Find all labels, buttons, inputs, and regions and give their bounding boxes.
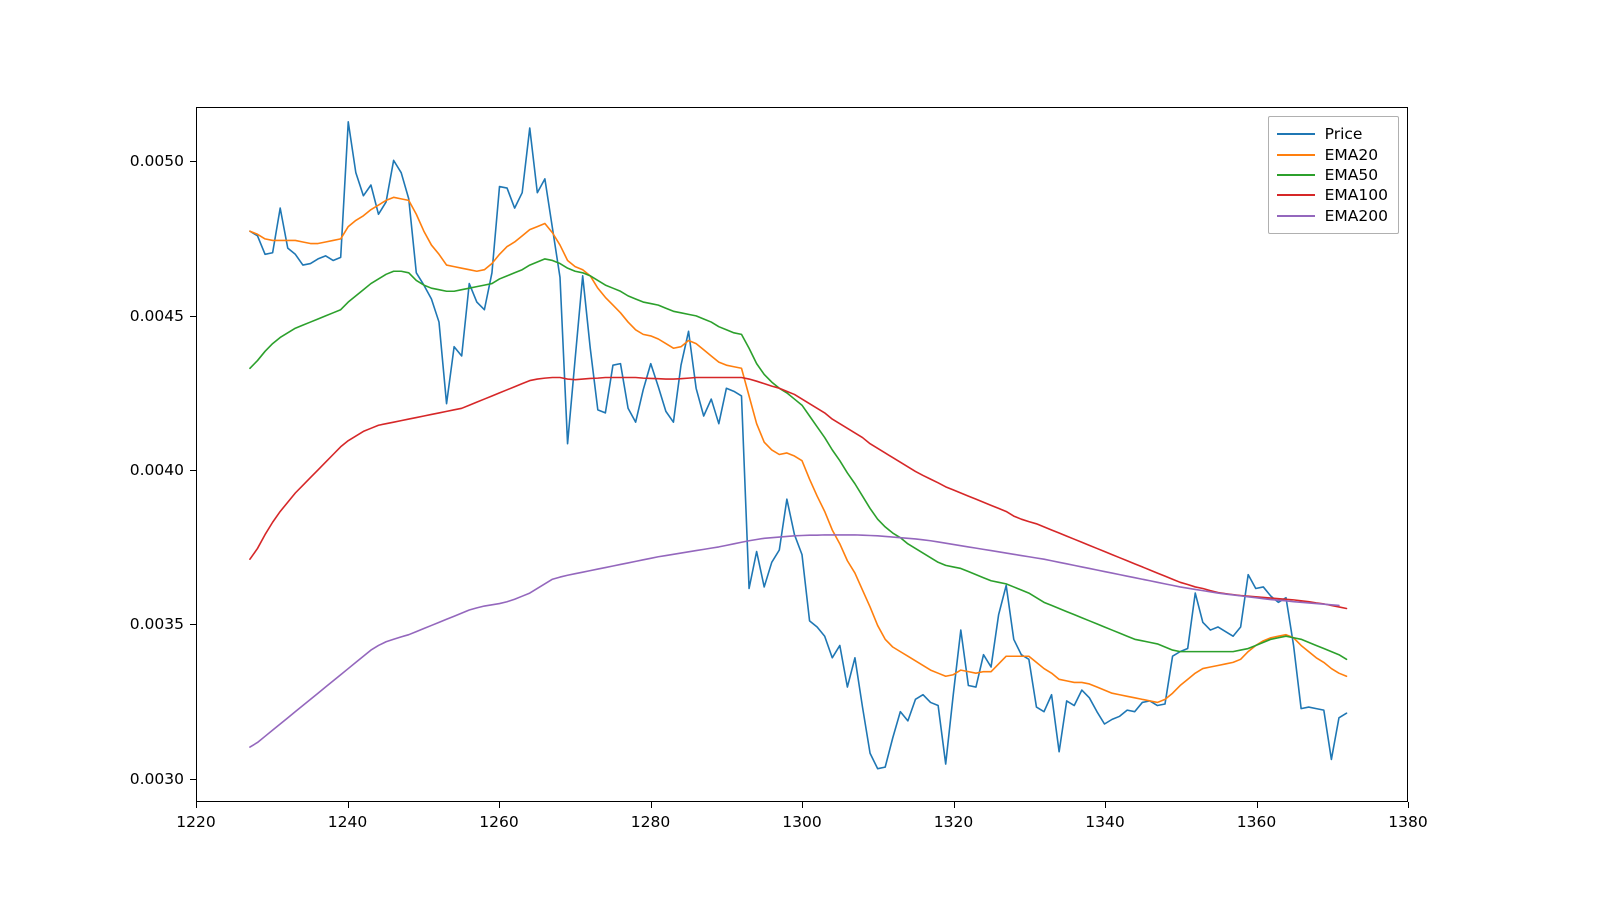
x-tick-label: 1300: [782, 813, 822, 831]
x-tick-label: 1220: [176, 813, 216, 831]
x-tick-mark: [196, 802, 198, 808]
y-tick-label: 0.0040: [129, 460, 184, 479]
legend-item-price[interactable]: Price: [1276, 124, 1388, 144]
legend-label: Price: [1324, 125, 1363, 144]
series-line-ema20: [250, 197, 1347, 702]
legend-item-ema50[interactable]: EMA50: [1276, 165, 1388, 185]
legend-item-ema100[interactable]: EMA100: [1276, 185, 1388, 205]
legend-label: EMA100: [1324, 186, 1388, 205]
plot-lines: [197, 108, 1407, 801]
y-tick-mark: [190, 778, 196, 780]
x-tick-label: 1260: [479, 813, 519, 831]
x-tick-mark: [347, 802, 349, 808]
y-tick-mark: [190, 315, 196, 317]
x-tick-label: 1360: [1236, 813, 1277, 831]
x-tick-label: 1340: [1085, 813, 1125, 831]
legend-label: EMA200: [1324, 206, 1388, 225]
legend-swatch-icon: [1276, 133, 1315, 136]
series-line-ema100: [250, 378, 1347, 609]
legend-swatch-icon: [1276, 153, 1315, 156]
legend-swatch-icon: [1276, 214, 1315, 217]
x-tick-label: 1320: [933, 813, 974, 831]
plot-area: Price EMA20 EMA50 EMA100 EMA200: [196, 107, 1408, 802]
x-tick-mark: [1105, 802, 1107, 808]
legend-label: EMA20: [1324, 145, 1379, 164]
legend-label: EMA50: [1324, 165, 1379, 184]
x-tick-label: 1380: [1388, 813, 1428, 831]
chart-legend: Price EMA20 EMA50 EMA100 EMA200: [1267, 116, 1399, 234]
series-line-ema200: [250, 535, 1339, 747]
legend-item-ema20[interactable]: EMA20: [1276, 144, 1388, 164]
legend-swatch-icon: [1276, 194, 1315, 197]
legend-item-ema200[interactable]: EMA200: [1276, 206, 1388, 226]
series-line-ema50: [250, 259, 1347, 659]
y-tick-label: 0.0035: [129, 615, 184, 634]
y-tick-label: 0.0050: [129, 152, 184, 171]
x-tick-label: 1280: [630, 813, 671, 831]
x-tick-mark: [953, 802, 955, 808]
y-tick-mark: [190, 624, 196, 626]
legend-swatch-icon: [1276, 173, 1315, 177]
x-tick-mark: [1256, 802, 1258, 808]
x-tick-mark: [802, 802, 804, 808]
series-line-price: [250, 122, 1347, 769]
x-tick-label: 1240: [327, 813, 368, 831]
y-tick-label: 0.0030: [129, 769, 184, 788]
y-tick-mark: [190, 469, 196, 472]
x-tick-mark: [650, 802, 652, 808]
x-tick-mark: [499, 802, 501, 808]
y-tick-mark: [190, 161, 196, 163]
x-tick-mark: [1408, 802, 1410, 808]
y-tick-label: 0.0045: [129, 306, 184, 325]
